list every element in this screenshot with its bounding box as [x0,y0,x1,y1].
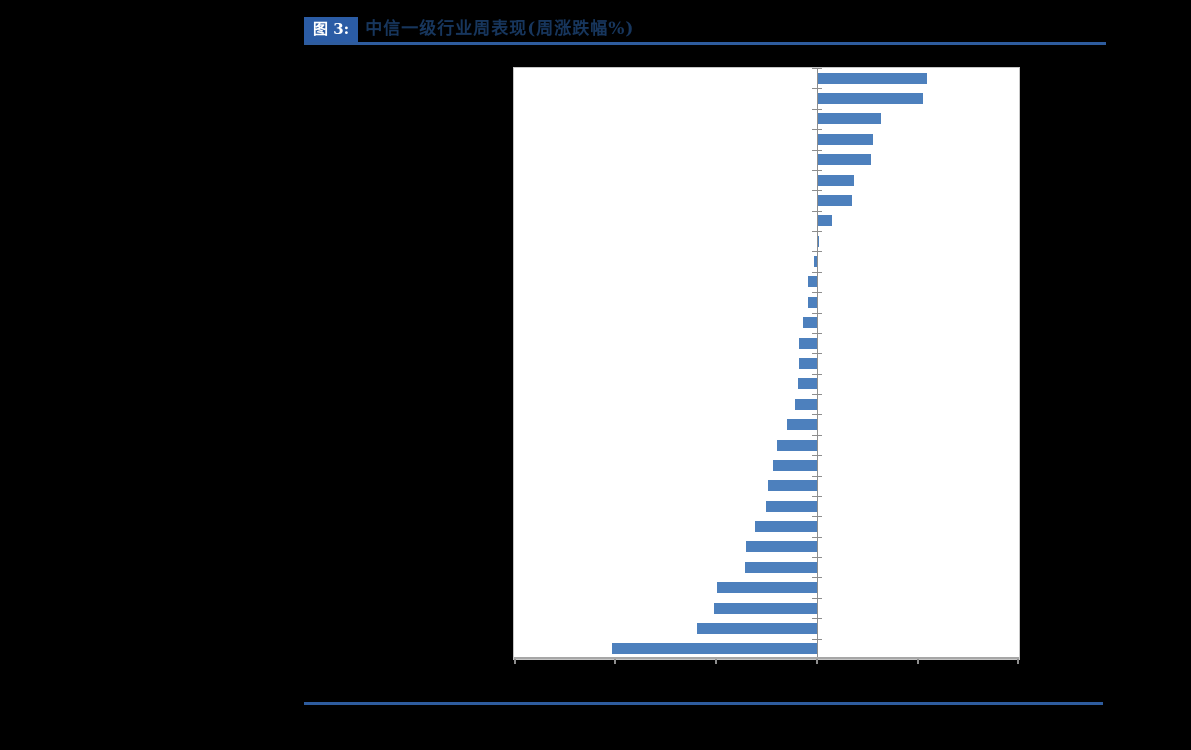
category-axis-tick [812,353,822,355]
category-axis-tick [812,414,822,416]
bar [745,541,817,553]
figure-title: 中信一级行业周表现(周涨跌幅%) [365,19,635,39]
bar [768,480,817,492]
bottom-rule [304,702,1103,705]
bar [818,235,819,247]
bar [818,133,873,145]
category-axis-tick [812,332,822,334]
bar [795,398,817,410]
bar [818,174,854,186]
bar [818,93,923,105]
category-axis-tick [812,577,822,579]
x-axis-tick [1017,659,1019,664]
bar [808,276,817,288]
bar [697,622,817,634]
bar [818,113,882,125]
bar [776,439,817,451]
category-axis-tick [812,618,822,620]
bar [787,419,817,431]
x-axis-tick [816,659,818,664]
bar [802,317,817,329]
category-axis-tick [812,149,822,151]
bar [772,459,817,471]
bar [818,194,852,206]
category-axis-tick [812,210,822,212]
category-axis-tick [812,475,822,477]
bar [797,378,817,390]
bar [745,561,817,573]
category-axis-tick [812,108,822,110]
category-axis-tick [812,597,822,599]
category-axis-tick [812,271,822,273]
category-axis-tick [812,88,822,90]
category-axis-tick [812,231,822,233]
category-axis-tick [812,536,822,538]
chart-plot-area [513,67,1020,664]
bar [807,296,817,308]
category-axis-tick [812,434,822,436]
category-axis-tick [812,312,822,314]
bar [799,337,817,349]
bar [716,582,817,594]
category-axis-tick [812,68,822,69]
category-axis-tick [812,251,822,253]
category-axis-tick [812,495,822,497]
category-axis-tick [812,557,822,559]
x-axis-tick [715,659,717,664]
bar [798,358,817,369]
bar [818,72,928,84]
x-axis-tick [614,659,616,664]
category-axis-tick [812,394,822,396]
category-axis-tick [812,516,822,518]
bar [813,256,817,268]
category-axis-tick [812,638,822,640]
category-axis-tick [812,373,822,375]
category-axis-tick [812,169,822,171]
bar [754,521,817,533]
figure-number-label: 图 3: [304,17,359,42]
category-axis-tick [812,129,822,131]
bar [612,643,817,655]
category-axis-tick [812,455,822,457]
category-axis-tick [812,190,822,192]
bar [818,154,872,166]
bar [818,215,833,227]
bar [765,500,817,512]
x-axis-tick [917,659,919,664]
category-axis-tick [812,292,822,294]
figure-header: 图 3: 中信一级行业周表现(周涨跌幅%) [304,17,634,42]
x-axis-line [514,657,1019,659]
bar [714,602,817,614]
x-axis-tick [514,659,516,664]
zero-axis-line [816,68,818,659]
title-rule [304,42,1106,45]
